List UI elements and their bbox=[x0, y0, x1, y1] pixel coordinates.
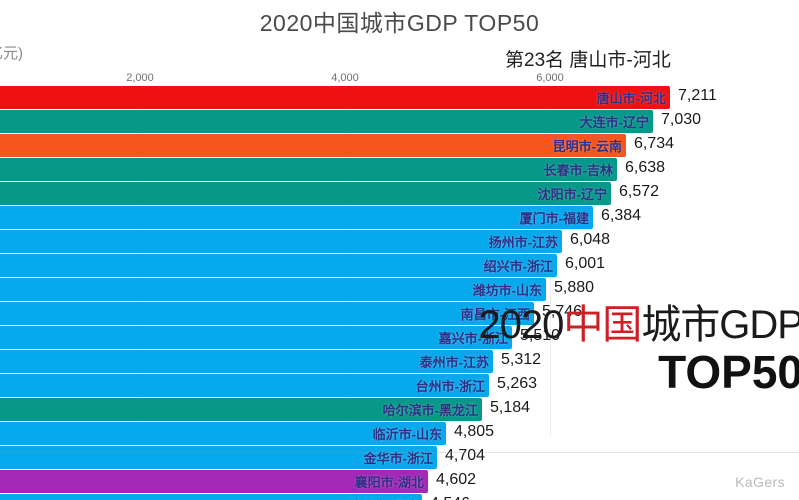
bar-category-label: 金华市-浙江 bbox=[363, 451, 433, 466]
rank-caption: 第23名 唐山市-河北 bbox=[505, 50, 671, 71]
bar-value-label: 5,510 bbox=[520, 327, 561, 344]
bar-row: 嘉兴市-浙江 5,510 bbox=[0, 326, 799, 349]
bar-category-label: 沈阳市-辽宁 bbox=[537, 187, 607, 202]
axis-unit-label: 亿元) bbox=[0, 45, 23, 62]
bar bbox=[0, 182, 611, 205]
bar bbox=[0, 158, 617, 181]
bar-value-label: 6,001 bbox=[565, 255, 606, 272]
bar bbox=[0, 134, 626, 157]
bar-row: 哈尔滨市-黑龙江 5,184 bbox=[0, 398, 799, 421]
bar-row: 漳州市-福建 4,546 bbox=[0, 494, 799, 500]
bar-category-label: 台州市-浙江 bbox=[415, 379, 485, 394]
bar-category-label: 潍坊市-山东 bbox=[472, 283, 542, 298]
bar-row: 台州市-浙江 5,263 bbox=[0, 374, 799, 397]
bar-row: 潍坊市-山东 5,880 bbox=[0, 278, 799, 301]
bar-row: 扬州市-江苏 6,048 bbox=[0, 230, 799, 253]
bar-category-label: 临沂市-山东 bbox=[372, 427, 442, 442]
bar-row: 唐山市-河北 7,211 bbox=[0, 86, 799, 109]
bar-category-label: 昆明市-云南 bbox=[552, 139, 622, 154]
bar-value-label: 4,805 bbox=[454, 423, 495, 440]
bar-chart-plot: 唐山市-河北 7,211 大连市-辽宁 7,030 昆明市-云南 6,734 长春市-吉林 6… bbox=[0, 86, 799, 500]
page-title: 2020中国城市GDP TOP50 bbox=[259, 10, 540, 36]
bar-value-label: 6,384 bbox=[601, 207, 642, 224]
bar-value-label: 5,184 bbox=[490, 399, 531, 416]
bar-value-label: 6,048 bbox=[570, 231, 611, 248]
bar-category-label: 南昌市-江西 bbox=[460, 307, 530, 322]
bar-value-label: 5,746 bbox=[542, 303, 583, 320]
bar bbox=[0, 470, 428, 493]
bar bbox=[0, 494, 422, 500]
bar bbox=[0, 350, 493, 373]
bar-category-label: 泰州市-江苏 bbox=[419, 355, 489, 370]
bar bbox=[0, 110, 653, 133]
bar-value-label: 4,546 bbox=[430, 495, 470, 500]
x-tick-label: 6,000 bbox=[536, 72, 564, 84]
bar bbox=[0, 254, 557, 277]
bar-category-label: 扬州市-江苏 bbox=[488, 235, 558, 250]
bar-value-label: 6,734 bbox=[634, 135, 675, 152]
bar bbox=[0, 230, 562, 253]
bar-category-label: 绍兴市-浙江 bbox=[483, 259, 553, 274]
bar-category-label: 大连市-辽宁 bbox=[579, 115, 649, 130]
bar-category-label: 漳州市-福建 bbox=[349, 496, 418, 500]
bar-value-label: 5,880 bbox=[554, 279, 595, 296]
bar bbox=[0, 374, 489, 397]
bar-value-label: 4,602 bbox=[436, 471, 477, 488]
bar bbox=[0, 422, 446, 445]
bar-value-label: 5,263 bbox=[497, 375, 538, 392]
bar-value-label: 7,030 bbox=[661, 111, 702, 128]
bar-row: 南昌市-江西 5,746 bbox=[0, 302, 799, 325]
credit-watermark: KaGers bbox=[735, 474, 785, 490]
bar bbox=[0, 446, 437, 469]
bar-category-label: 唐山市-河北 bbox=[596, 91, 666, 106]
bar bbox=[0, 86, 670, 109]
bar-category-label: 厦门市-福建 bbox=[519, 211, 589, 226]
bar-category-label: 嘉兴市-浙江 bbox=[438, 331, 508, 346]
bar-row: 长春市-吉林 6,638 bbox=[0, 158, 799, 181]
bar-row: 临沂市-山东 4,805 bbox=[0, 422, 799, 445]
bar bbox=[0, 326, 512, 349]
bar-row: 厦门市-福建 6,384 bbox=[0, 206, 799, 229]
bar bbox=[0, 302, 534, 325]
bar-category-label: 襄阳市-湖北 bbox=[354, 475, 424, 490]
bar-value-label: 6,638 bbox=[625, 159, 666, 176]
bar-value-label: 4,704 bbox=[445, 447, 486, 464]
bar-value-label: 6,572 bbox=[619, 183, 660, 200]
x-tick-label: 2,000 bbox=[126, 72, 154, 84]
bar-row: 泰州市-江苏 5,312 bbox=[0, 350, 799, 373]
bar bbox=[0, 206, 593, 229]
bar-value-label: 7,211 bbox=[678, 87, 717, 104]
x-tick-label: 4,000 bbox=[331, 72, 359, 84]
bar-category-label: 长春市-吉林 bbox=[543, 163, 613, 178]
bar-value-label: 5,312 bbox=[501, 351, 542, 368]
bar-row: 昆明市-云南 6,734 bbox=[0, 134, 799, 157]
bar-row: 襄阳市-湖北 4,602 bbox=[0, 470, 799, 493]
bar-row: 绍兴市-浙江 6,001 bbox=[0, 254, 799, 277]
axis-baseline bbox=[0, 452, 799, 453]
bar-row: 金华市-浙江 4,704 bbox=[0, 446, 799, 469]
bar-row: 大连市-辽宁 7,030 bbox=[0, 110, 799, 133]
bar-category-label: 哈尔滨市-黑龙江 bbox=[382, 403, 478, 418]
bar bbox=[0, 278, 546, 301]
bar-row: 沈阳市-辽宁 6,572 bbox=[0, 182, 799, 205]
bar bbox=[0, 398, 482, 421]
